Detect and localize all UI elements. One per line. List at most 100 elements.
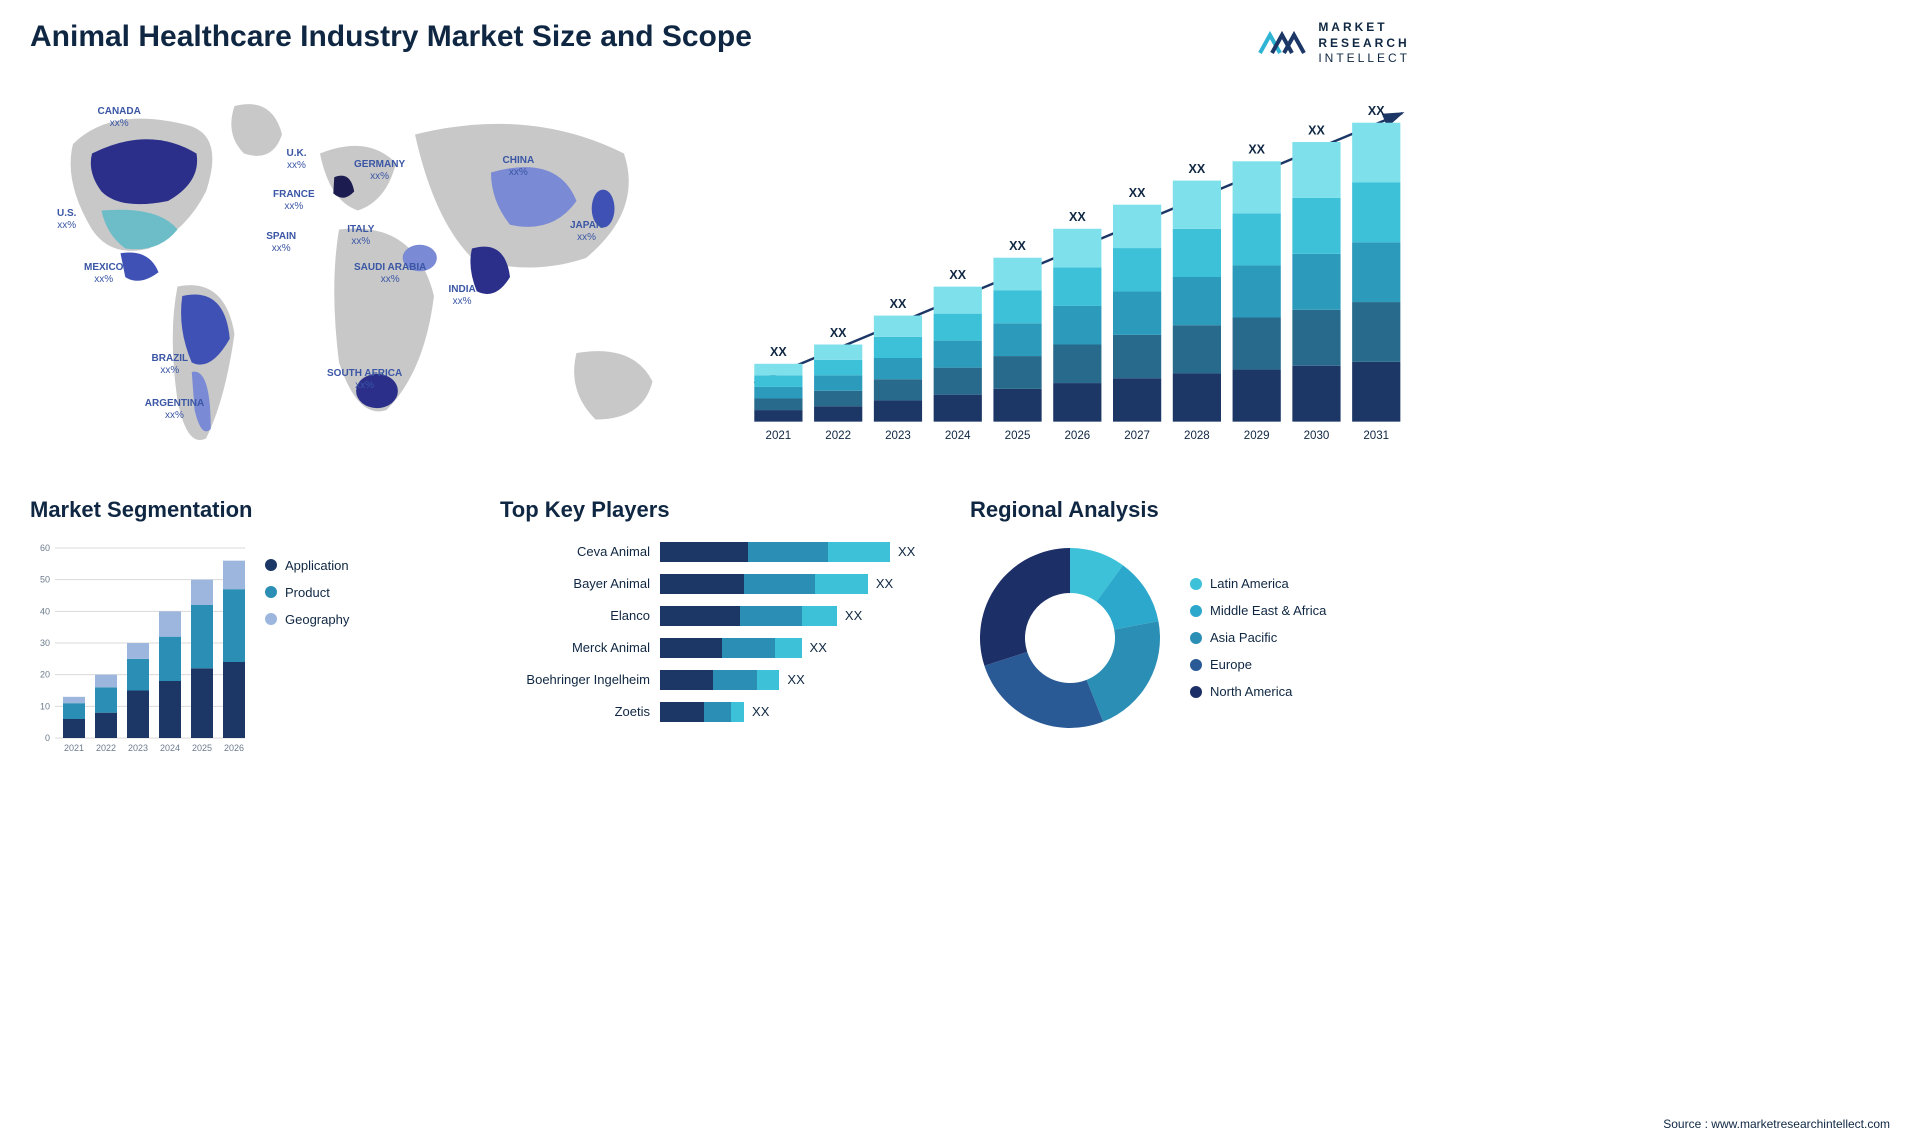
svg-text:2028: 2028 [1184,430,1210,442]
player-name: Ceva Animal [500,544,650,559]
svg-text:2022: 2022 [96,743,116,753]
svg-text:10: 10 [40,701,50,711]
player-value: XX [876,576,893,591]
map-label: CHINAxx% [503,155,535,179]
players-panel: Top Key Players Ceva AnimalXXBayer Anima… [500,497,940,758]
player-row: Merck Animal XX [500,634,940,662]
player-value: XX [898,544,915,559]
svg-text:20: 20 [40,669,50,679]
player-name: Elanco [500,608,650,623]
map-label: JAPANxx% [570,220,603,244]
map-label: ARGENTINAxx% [145,398,204,422]
svg-text:2021: 2021 [64,743,84,753]
svg-text:60: 60 [40,543,50,553]
players-title: Top Key Players [500,497,940,523]
player-name: Boehringer Ingelheim [500,672,650,687]
regional-panel: Regional Analysis Latin America Middle Ea… [970,497,1410,758]
logo-line2: RESEARCH [1318,36,1410,52]
player-value: XX [787,672,804,687]
player-value: XX [752,704,769,719]
source-text: Source : www.marketresearchintellect.com [1663,1117,1890,1131]
player-name: Zoetis [500,704,650,719]
player-name: Bayer Animal [500,576,650,591]
svg-text:2025: 2025 [192,743,212,753]
legend-item: Europe [1190,657,1326,672]
player-row: Boehringer Ingelheim XX [500,666,940,694]
svg-text:2030: 2030 [1304,430,1330,442]
player-bar [660,702,744,722]
svg-text:XX: XX [1308,123,1325,137]
players-chart: Ceva AnimalXXBayer AnimalXXElancoXXMerck… [500,538,940,726]
growth-chart-panel: 2021XX2022XX2023XX2024XX2025XX2026XX2027… [735,87,1410,467]
page-title: Animal Healthcare Industry Market Size a… [30,20,752,54]
svg-text:30: 30 [40,638,50,648]
svg-text:2023: 2023 [885,430,911,442]
svg-text:2023: 2023 [128,743,148,753]
map-label: BRAZILxx% [152,353,189,377]
player-bar [660,670,779,690]
svg-text:XX: XX [830,326,847,340]
map-label: FRANCExx% [273,189,315,213]
legend-item: Geography [265,612,349,627]
svg-text:XX: XX [1129,186,1146,200]
growth-chart: 2021XX2022XX2023XX2024XX2025XX2026XX2027… [735,87,1410,467]
legend-item: North America [1190,684,1326,699]
svg-text:40: 40 [40,606,50,616]
legend-item: Latin America [1190,576,1326,591]
legend-item: Asia Pacific [1190,630,1326,645]
player-row: Bayer Animal XX [500,570,940,598]
svg-text:XX: XX [1009,239,1026,253]
map-label: SPAINxx% [266,231,296,255]
logo-icon [1258,23,1308,63]
svg-text:2022: 2022 [825,430,851,442]
map-label: INDIAxx% [449,284,476,308]
svg-text:2025: 2025 [1005,430,1031,442]
svg-text:XX: XX [1069,210,1086,224]
svg-text:XX: XX [770,345,787,359]
segmentation-legend: ApplicationProductGeography [265,538,349,758]
logo-line1: MARKET [1318,20,1410,36]
svg-text:2026: 2026 [1064,430,1090,442]
map-label: SAUDI ARABIAxx% [354,262,426,286]
player-value: XX [810,640,827,655]
player-row: Elanco XX [500,602,940,630]
player-bar [660,574,868,594]
svg-text:XX: XX [890,297,907,311]
legend-item: Application [265,558,349,573]
player-row: Ceva Animal XX [500,538,940,566]
regional-legend: Latin America Middle East & Africa Asia Pa… [1190,576,1326,699]
svg-text:XX: XX [1189,162,1206,176]
regional-donut [970,538,1170,738]
world-map-panel: CANADAxx% U.S.xx% MEXICOxx% BRAZILxx% ARGENT… [30,87,705,467]
map-label: U.S.xx% [57,208,76,232]
player-bar [660,542,890,562]
segmentation-chart: 0 10 20 30 40 50 60 2021 2022 2023 2024 2025 2026 [30,538,250,758]
svg-text:0: 0 [45,733,50,743]
regional-title: Regional Analysis [970,497,1410,523]
map-label: CANADAxx% [98,106,141,130]
segmentation-title: Market Segmentation [30,497,470,523]
player-bar [660,606,837,626]
legend-item: Middle East & Africa [1190,603,1326,618]
player-name: Merck Animal [500,640,650,655]
svg-text:2031: 2031 [1363,430,1389,442]
logo-line3: INTELLECT [1318,51,1410,67]
svg-text:2029: 2029 [1244,430,1270,442]
player-bar [660,638,802,658]
svg-text:2027: 2027 [1124,430,1150,442]
map-label: SOUTH AFRICAxx% [327,368,402,392]
logo-text: MARKET RESEARCH INTELLECT [1318,20,1410,67]
svg-text:XX: XX [1368,104,1385,118]
map-label: GERMANYxx% [354,159,405,183]
svg-text:50: 50 [40,574,50,584]
svg-text:XX: XX [949,268,966,282]
logo: MARKET RESEARCH INTELLECT [1258,20,1410,67]
player-row: Zoetis XX [500,698,940,726]
segmentation-panel: Market Segmentation 0 10 20 30 40 50 60 2021 202… [30,497,470,758]
map-label: U.K.xx% [287,148,307,172]
svg-text:2024: 2024 [160,743,180,753]
svg-text:2026: 2026 [224,743,244,753]
map-label: ITALYxx% [347,224,374,248]
map-label: MEXICOxx% [84,262,123,286]
player-value: XX [845,608,862,623]
